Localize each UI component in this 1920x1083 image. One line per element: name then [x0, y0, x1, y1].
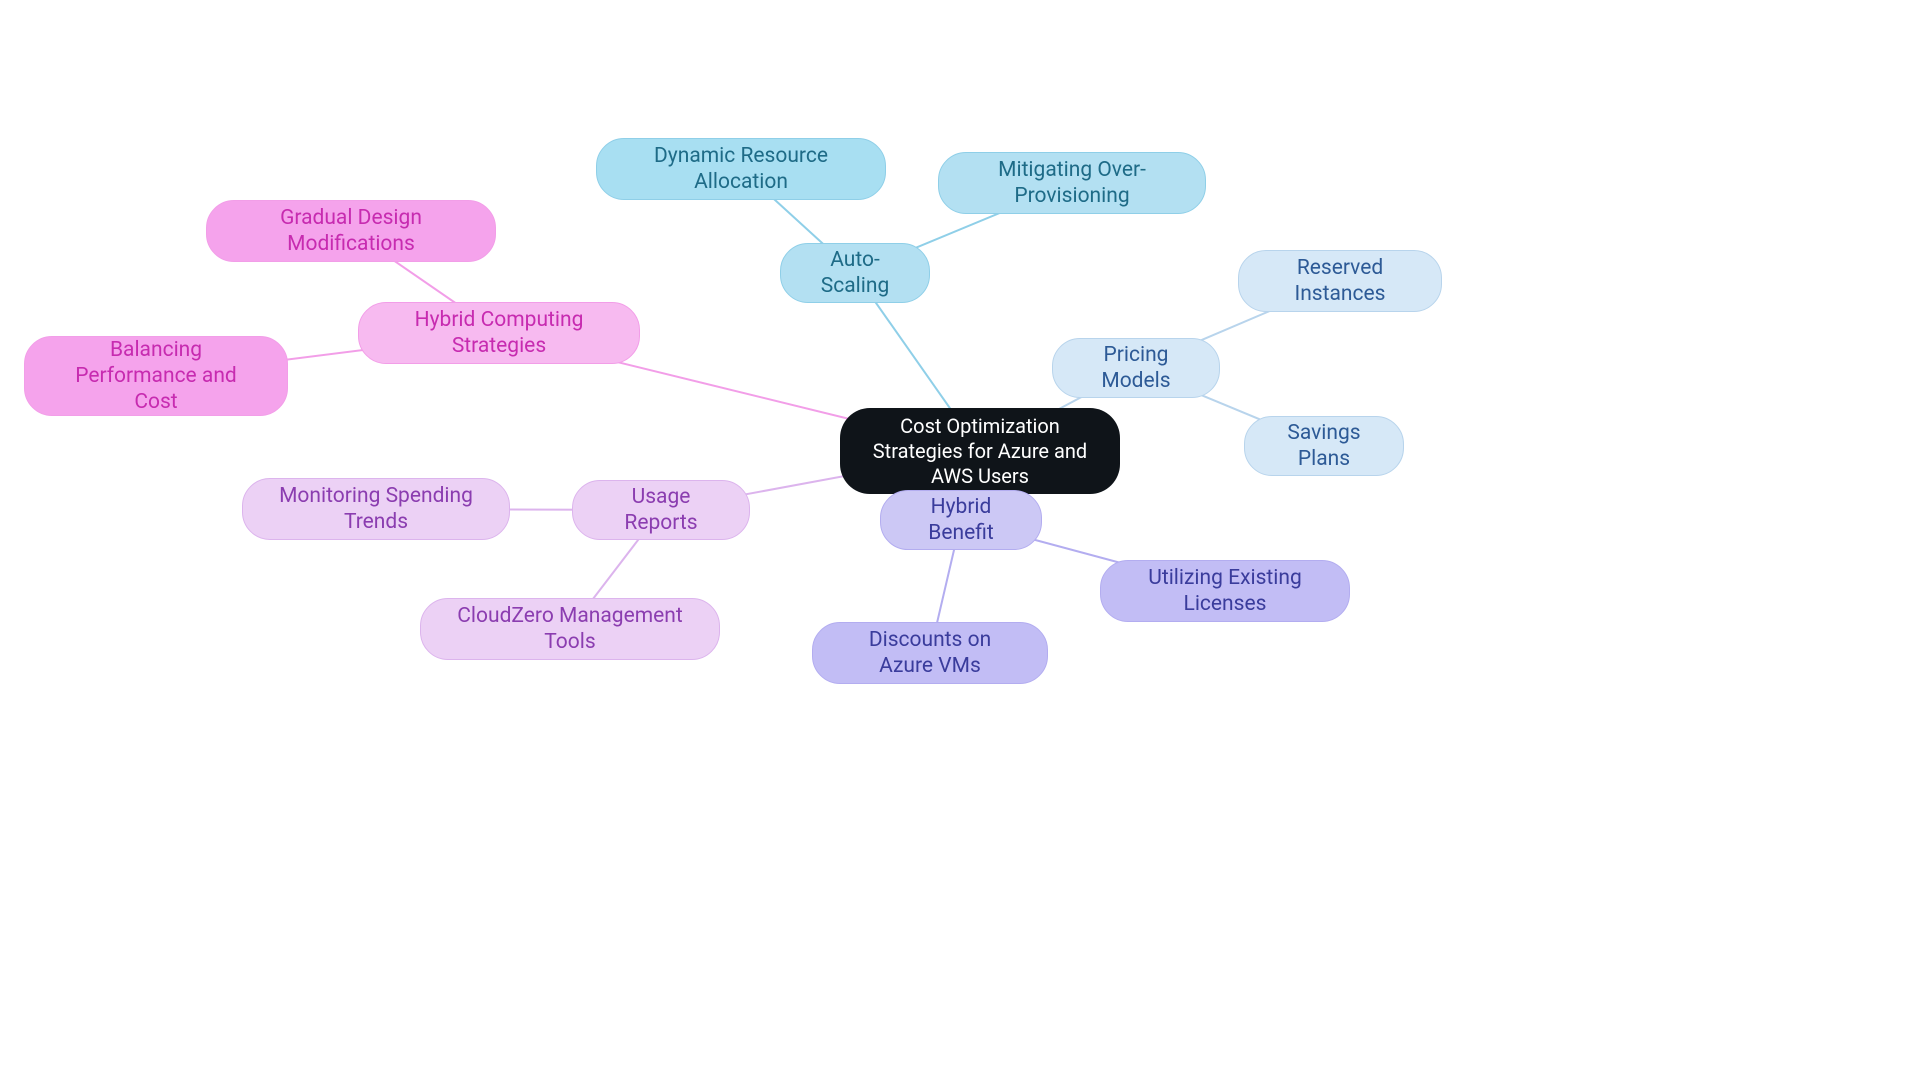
branch-hybrid-benefit-label: Hybrid Benefit: [909, 494, 1013, 547]
leaf-gradual: Gradual Design Modifications: [206, 200, 496, 262]
leaf-mitigating: Mitigating Over-Provisioning: [938, 152, 1206, 214]
leaf-monitoring-label: Monitoring Spending Trends: [271, 483, 481, 536]
branch-usage-reports-label: Usage Reports: [601, 484, 721, 537]
branch-hybrid-computing-label: Hybrid Computing Strategies: [387, 307, 611, 360]
leaf-dynamic-resource: Dynamic Resource Allocation: [596, 138, 886, 200]
branch-pricing-models: Pricing Models: [1052, 338, 1220, 398]
leaf-monitoring: Monitoring Spending Trends: [242, 478, 510, 540]
branch-usage-reports: Usage Reports: [572, 480, 750, 540]
leaf-discounts: Discounts on Azure VMs: [812, 622, 1048, 684]
leaf-discounts-label: Discounts on Azure VMs: [841, 627, 1019, 680]
branch-pricing-models-label: Pricing Models: [1081, 342, 1191, 395]
leaf-reserved-label: Reserved Instances: [1267, 255, 1413, 308]
leaf-licenses-label: Utilizing Existing Licenses: [1129, 565, 1321, 618]
branch-auto-scaling-label: Auto-Scaling: [809, 247, 901, 300]
center-node: Cost Optimization Strategies for Azure a…: [840, 408, 1120, 494]
leaf-balancing-label: Balancing Performance and Cost: [53, 337, 259, 416]
leaf-savings-label: Savings Plans: [1273, 420, 1375, 473]
branch-hybrid-benefit: Hybrid Benefit: [880, 490, 1042, 550]
leaf-gradual-label: Gradual Design Modifications: [235, 205, 467, 258]
leaf-dynamic-resource-label: Dynamic Resource Allocation: [625, 143, 857, 196]
leaf-cloudzero-label: CloudZero Management Tools: [449, 603, 691, 656]
branch-hybrid-computing: Hybrid Computing Strategies: [358, 302, 640, 364]
leaf-savings: Savings Plans: [1244, 416, 1404, 476]
leaf-licenses: Utilizing Existing Licenses: [1100, 560, 1350, 622]
leaf-cloudzero: CloudZero Management Tools: [420, 598, 720, 660]
leaf-reserved: Reserved Instances: [1238, 250, 1442, 312]
leaf-balancing: Balancing Performance and Cost: [24, 336, 288, 416]
center-node-label: Cost Optimization Strategies for Azure a…: [869, 414, 1091, 489]
branch-auto-scaling: Auto-Scaling: [780, 243, 930, 303]
leaf-mitigating-label: Mitigating Over-Provisioning: [967, 157, 1177, 210]
